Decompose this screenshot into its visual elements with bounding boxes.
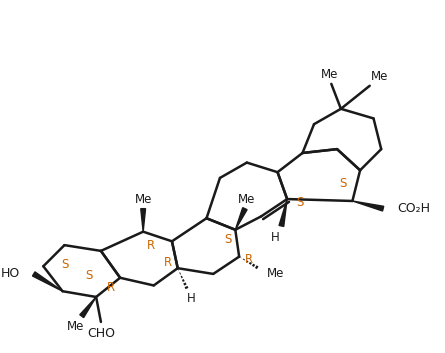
- Polygon shape: [80, 297, 96, 318]
- Text: R: R: [245, 253, 253, 266]
- Text: CHO: CHO: [87, 327, 115, 340]
- Polygon shape: [352, 201, 384, 211]
- Text: Me: Me: [371, 70, 388, 83]
- Text: S: S: [86, 269, 93, 282]
- Polygon shape: [279, 199, 287, 226]
- Text: S: S: [224, 233, 231, 246]
- Text: H: H: [187, 292, 195, 305]
- Text: R: R: [164, 256, 172, 269]
- Text: Me: Me: [321, 68, 338, 81]
- Polygon shape: [235, 208, 247, 230]
- Text: R: R: [106, 281, 114, 294]
- Text: Me: Me: [238, 192, 255, 205]
- Text: H: H: [271, 231, 280, 244]
- Text: S: S: [339, 177, 347, 190]
- Text: Me: Me: [134, 192, 152, 205]
- Text: R: R: [147, 239, 155, 252]
- Polygon shape: [32, 272, 63, 291]
- Text: S: S: [296, 196, 303, 209]
- Text: CO₂H: CO₂H: [397, 202, 430, 215]
- Text: Me: Me: [67, 320, 85, 333]
- Text: HO: HO: [1, 268, 20, 280]
- Polygon shape: [141, 209, 146, 232]
- Text: Me: Me: [267, 268, 284, 280]
- Text: S: S: [61, 258, 68, 271]
